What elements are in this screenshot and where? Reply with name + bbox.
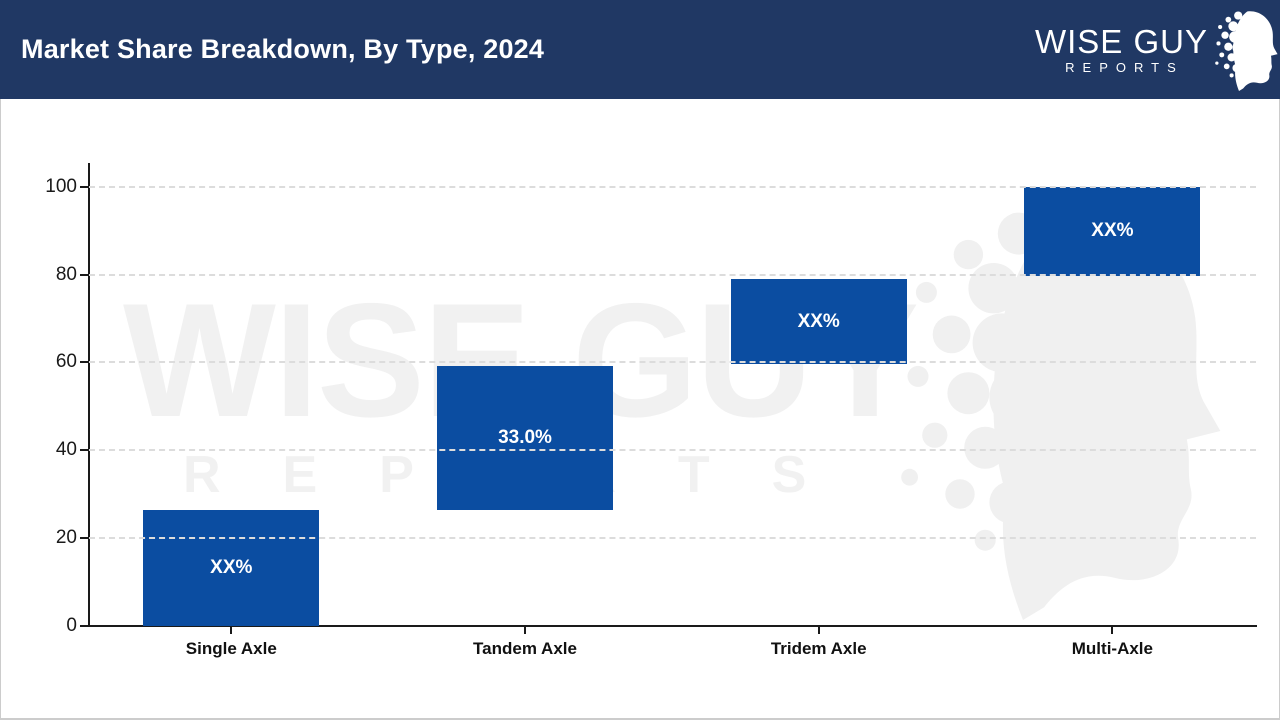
y-tick-mark (80, 449, 89, 452)
y-tick-label: 20 (55, 527, 77, 549)
x-tick-mark (230, 627, 233, 634)
y-tick-mark (80, 273, 89, 276)
x-category-label: Tandem Axle (473, 639, 577, 658)
x-tick-mark (1111, 627, 1114, 634)
gridline-40 (89, 449, 1256, 452)
gridline-100 (89, 185, 1256, 188)
y-tick-label: 60 (55, 351, 77, 373)
x-axis-line (88, 625, 1257, 627)
brand-subtitle: REPORTS (1065, 60, 1184, 75)
brand-logo: WISE GUY REPORTS (1035, 0, 1280, 99)
y-tick-mark (80, 537, 89, 540)
x-tick-mark (817, 627, 820, 634)
brand-logo-text: WISE GUY REPORTS (1035, 25, 1208, 74)
y-tick-label: 0 (66, 615, 77, 636)
x-category-label: Single Axle (185, 639, 277, 658)
bar-value-label: XX% (797, 310, 840, 332)
y-axis-line (88, 163, 90, 627)
brand-dotted-head-icon (1198, 6, 1280, 94)
gridline-20 (89, 537, 1256, 540)
bar-value-label: XX% (1091, 220, 1134, 242)
bar-multi-axle: XX% (1024, 186, 1201, 276)
bar-tandem-axle: 33.0% (437, 365, 613, 511)
page-title: Market Share Breakdown, By Type, 2024 (21, 34, 545, 64)
bar-value-label: 33.0% (498, 427, 552, 448)
brand-name: WISE GUY (1034, 23, 1208, 60)
y-tick-mark (80, 361, 89, 364)
x-category-label: Tridem Axle (770, 639, 867, 658)
y-tick-label: 40 (55, 439, 77, 461)
y-tick-mark (80, 625, 89, 627)
y-tick-label: 80 (55, 263, 77, 285)
y-tick-label: 100 (45, 175, 77, 197)
bar-tridem-axle: XX% (730, 279, 907, 365)
bar-single-axle: XX% (143, 510, 320, 626)
y-tick-mark (80, 185, 89, 188)
header-bar: Market Share Breakdown, By Type, 2024 WI… (0, 0, 1280, 99)
x-tick-mark (524, 627, 526, 634)
bar-value-label: XX% (210, 557, 253, 579)
gridline-80 (89, 273, 1256, 276)
x-category-label: Multi-Axle (1071, 639, 1153, 658)
gridline-60 (89, 361, 1256, 364)
